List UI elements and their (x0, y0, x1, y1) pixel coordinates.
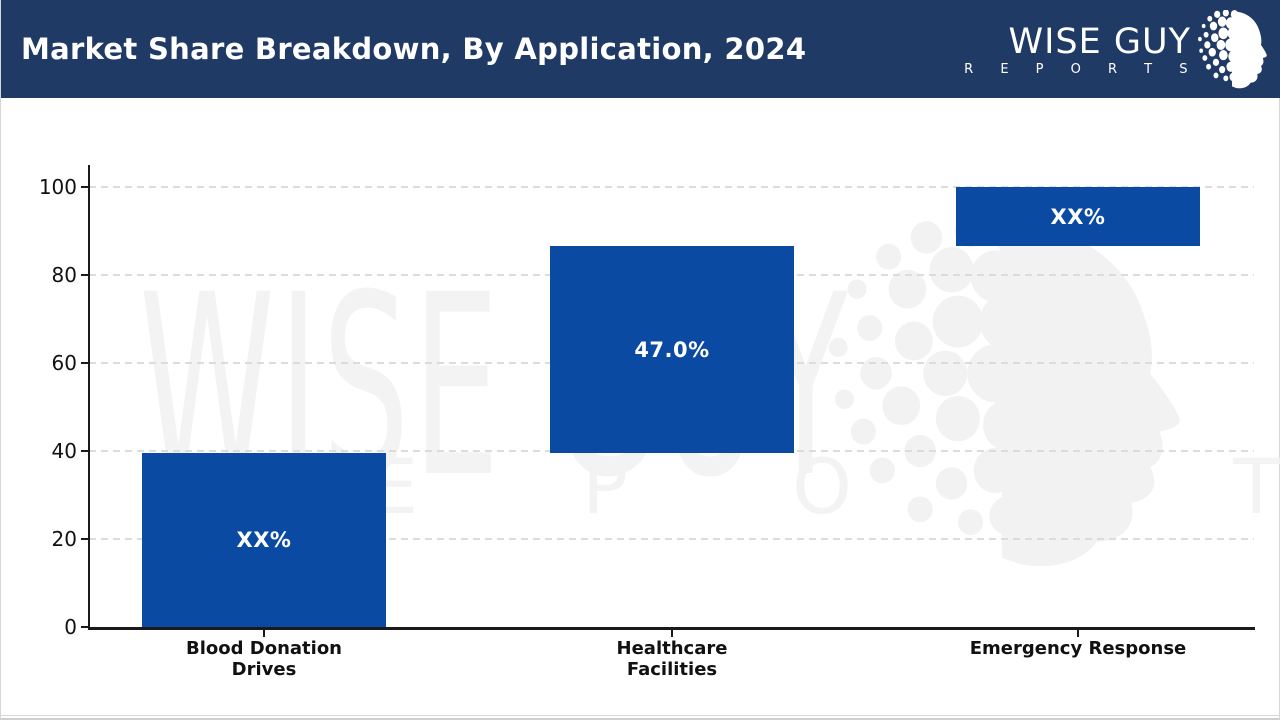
y-axis-line (88, 165, 90, 629)
y-tick-label: 100 (38, 175, 77, 199)
y-tick-mark (81, 450, 88, 452)
header-bar: Market Share Breakdown, By Application, … (1, 0, 1280, 98)
x-tick-mark (1077, 630, 1079, 637)
bottom-divider (1, 715, 1280, 716)
x-tick-label: Emergency Response (969, 638, 1187, 659)
y-tick-label: 80 (51, 263, 77, 287)
y-tick-label: 20 (51, 527, 77, 551)
x-tick-label: Blood Donation Drives (186, 638, 342, 680)
y-tick-label: 60 (51, 351, 77, 375)
x-tick-mark (263, 630, 265, 637)
logo-wordmark: WISE GUY (1008, 21, 1191, 62)
logo-text: WISE GUY R E P O R T S (964, 24, 1191, 77)
bar-value-label: 47.0% (634, 337, 710, 362)
gridline (89, 186, 1254, 188)
bar-segment: XX% (142, 453, 386, 627)
x-tick-mark (671, 630, 673, 637)
y-tick-mark (81, 538, 88, 540)
y-tick-mark (81, 274, 88, 276)
bar-value-label: XX% (236, 528, 292, 553)
y-tick-label: 40 (51, 439, 77, 463)
gridline (89, 538, 1254, 540)
y-tick-mark (81, 362, 88, 364)
chart-title: Market Share Breakdown, By Application, … (21, 32, 807, 66)
watermark-head-icon (813, 214, 1191, 574)
bar-segment: XX% (956, 187, 1200, 247)
bar-segment: 47.0% (550, 246, 794, 454)
y-tick-label: 0 (64, 615, 77, 639)
y-tick-mark (81, 626, 88, 628)
x-axis-line (88, 627, 1255, 630)
logo-subtitle: R E P O R T S (964, 61, 1199, 77)
wise-guy-reports-logo: WISE GUY R E P O R T S (964, 8, 1269, 92)
bar-value-label: XX% (1050, 204, 1106, 229)
dotted-head-icon (1195, 9, 1269, 90)
x-tick-label: Healthcare Facilities (616, 638, 728, 680)
y-tick-mark (81, 186, 88, 188)
